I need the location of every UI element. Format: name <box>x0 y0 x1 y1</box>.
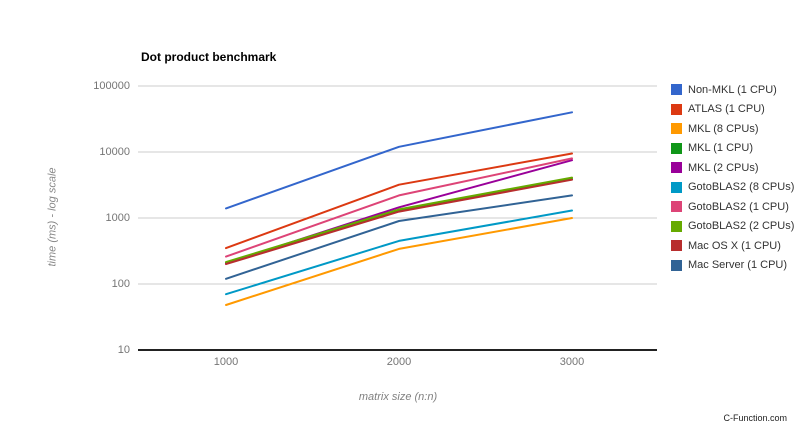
legend-swatch <box>671 84 682 96</box>
legend-item-atlas-1-cpu: ATLAS (1 CPU) <box>671 103 794 116</box>
legend-swatch <box>671 162 682 174</box>
legend-label: MKL (2 CPUs) <box>688 161 759 174</box>
legend-label: Mac OS X (1 CPU) <box>688 239 781 252</box>
legend-label: GotoBLAS2 (1 CPU) <box>688 200 789 213</box>
series-line-gotoblas2-2-cpus <box>225 176 573 264</box>
legend-swatch <box>671 123 682 135</box>
legend-item-gotoblas2-8-cpus: GotoBLAS2 (8 CPUs) <box>671 181 795 194</box>
series-line-non-mkl-1-cpu <box>225 111 573 210</box>
legend-item-mkl-2-cpus: MKL (2 CPUs) <box>671 162 794 174</box>
series-line-mac-server-1-cpu <box>225 194 573 280</box>
chart-title: Dot product benchmark <box>141 50 277 64</box>
y-tick-label: 100 <box>111 278 130 290</box>
legend-label: MKL (8 CPUs) <box>688 122 759 135</box>
series-line-mkl-8-cpus <box>225 217 573 306</box>
legend-swatch <box>671 240 682 252</box>
legend-item-mac-os-x-1-cpu: Mac OS X (1 CPU) <box>671 240 794 252</box>
legend-swatch <box>671 142 682 154</box>
legend-item-gotoblas2-1-cpu: GotoBLAS2 (1 CPU) <box>671 201 794 213</box>
y-tick-label: 10 <box>117 344 130 356</box>
legend-label: GotoBLAS2 (8 CPUs) <box>688 181 795 194</box>
legend-label: Non-MKL (1 CPU) <box>688 83 777 96</box>
y-axis-title: time (ms) - log scale <box>46 167 59 267</box>
series-line-gotoblas2-8-cpus <box>225 209 573 296</box>
legend: Non-MKL (1 CPU) ATLAS (1 CPU) MKL (8 CPUs)… <box>671 84 794 271</box>
legend-item-non-mkl-1-cpu: Non-MKL (1 CPU) <box>671 84 794 96</box>
legend-item-mkl-1-cpu: MKL (1 CPU) <box>671 142 794 155</box>
legend-swatch <box>671 220 682 232</box>
x-tick-label: 2000 <box>386 356 412 368</box>
legend-swatch <box>671 181 682 193</box>
x-tick-label: 3000 <box>559 356 585 368</box>
legend-label: MKL (1 CPU) <box>688 142 753 155</box>
y-tick-label: 10000 <box>99 146 130 158</box>
y-tick-label: 1000 <box>105 212 130 224</box>
legend-item-gotoblas2-2-cpus: GotoBLAS2 (2 CPUs) <box>671 220 795 233</box>
series-line-gotoblas2-1-cpu <box>225 157 573 258</box>
y-tick-label: 100000 <box>93 80 130 92</box>
legend-swatch <box>671 201 682 213</box>
legend-label: ATLAS (1 CPU) <box>688 103 765 116</box>
series-line-atlas-1-cpu <box>225 152 573 250</box>
watermark-text: C-Function.com <box>723 413 787 423</box>
x-tick-label: 1000 <box>213 356 239 368</box>
series-line-mac-os-x-1-cpu <box>225 178 573 266</box>
legend-swatch <box>671 103 682 115</box>
legend-item-mac-server-1-cpu: Mac Server (1 CPU) <box>671 259 794 272</box>
legend-item-mkl-8-cpus: MKL (8 CPUs) <box>671 123 794 135</box>
legend-swatch <box>671 259 682 271</box>
legend-label: GotoBLAS2 (2 CPUs) <box>688 220 795 233</box>
legend-label: Mac Server (1 CPU) <box>688 259 788 272</box>
x-axis-title: matrix size (n:n) <box>358 391 438 403</box>
